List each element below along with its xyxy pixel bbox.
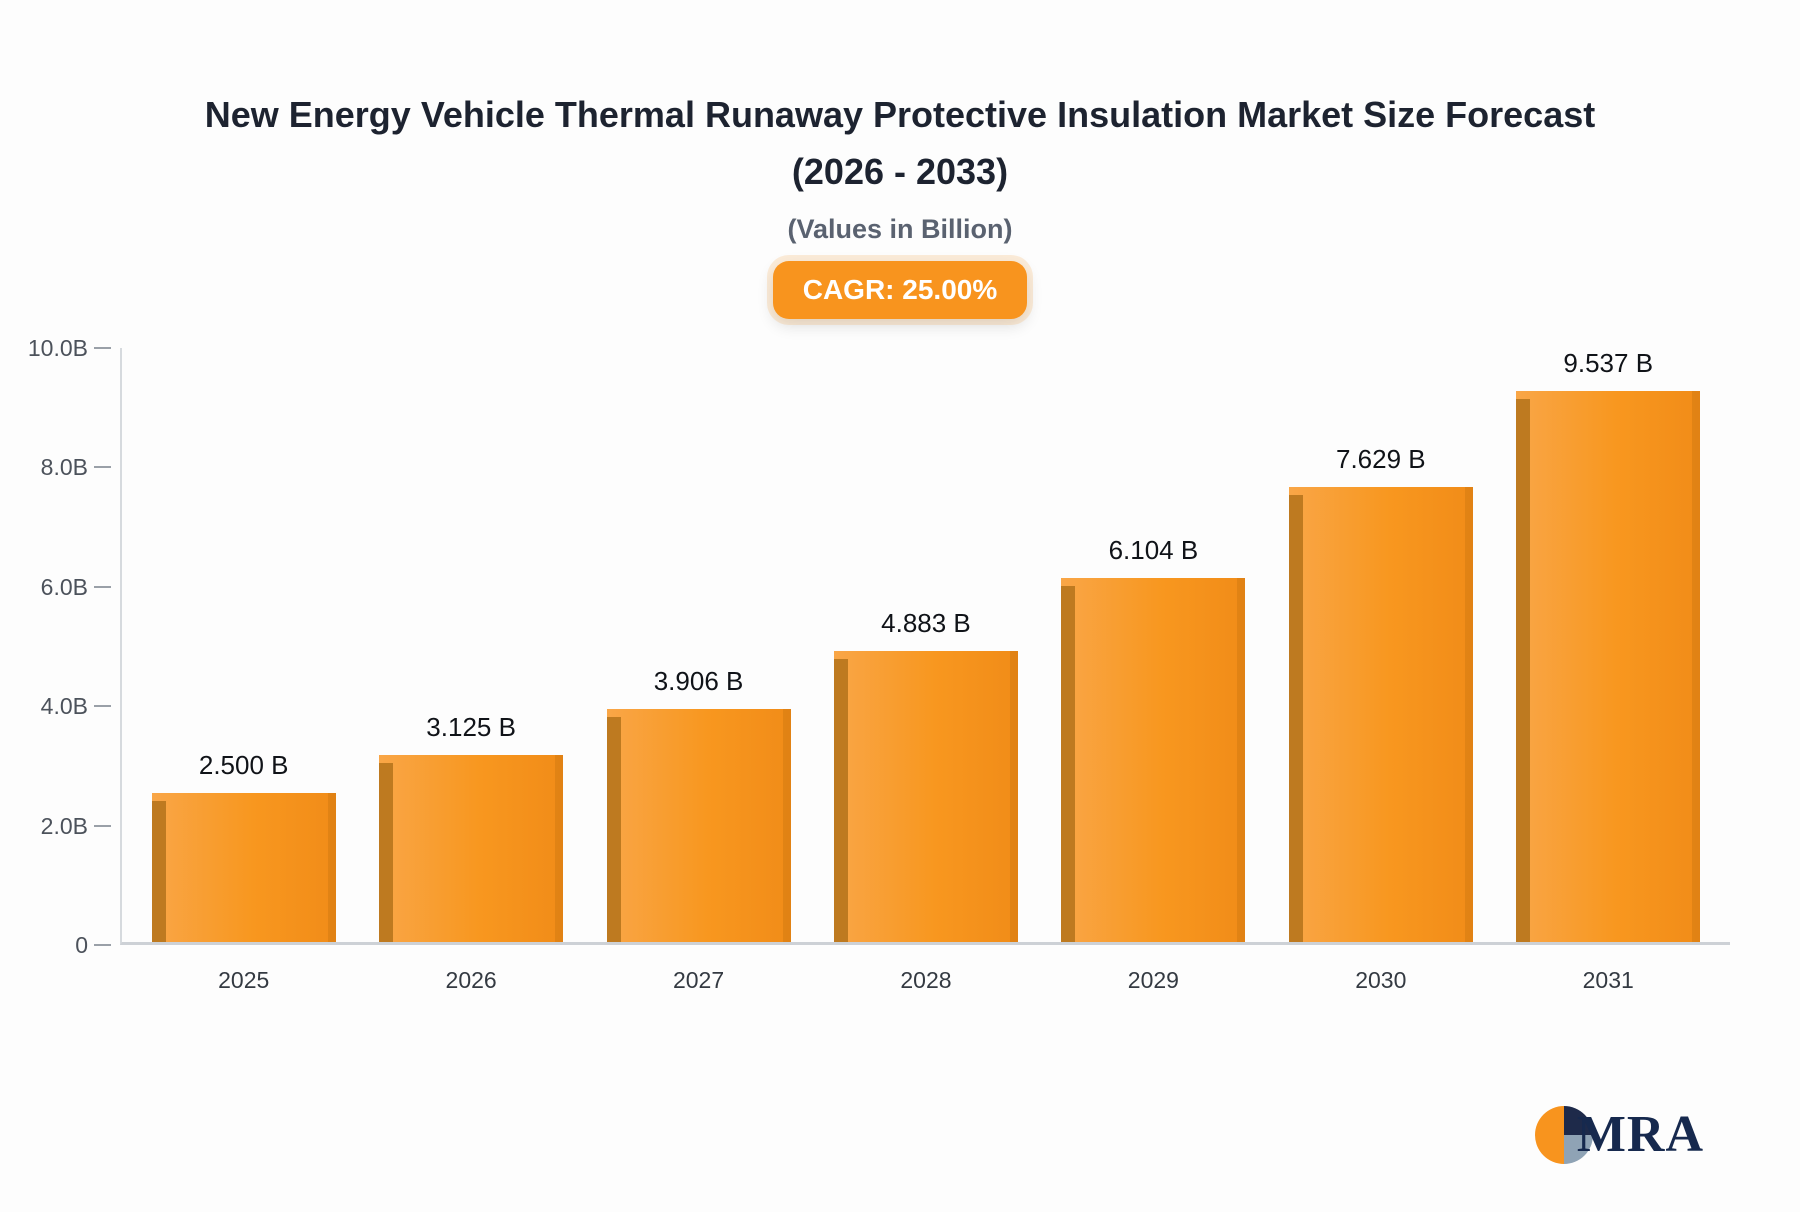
y-tick-label: 4.0B [40, 693, 88, 720]
x-axis-label: 2031 [1582, 967, 1634, 993]
bar-value-label: 4.883 B [881, 607, 971, 638]
plot-area: 10.0B 8.0B 6.0B 4.0B 2.0B 0 2.500 B 2025 3.125 … [28, 335, 1730, 993]
bar-group: 6.104 B 2029 [1055, 348, 1251, 993]
chart-title-line2: (2026 - 2033) [791, 150, 1009, 192]
y-tick-mark [94, 347, 111, 349]
bar-group: 9.537 B 2031 [1510, 348, 1706, 993]
chart-header: New Energy Vehicle Thermal Runaway Prote… [0, 0, 1800, 319]
bar [1061, 577, 1246, 943]
bars: 2.500 B 2025 3.125 B 2026 3.906 B 2027 4.883 B… [122, 348, 1730, 993]
bar-group: 7.629 B 2030 [1283, 348, 1479, 993]
chart-title-line1: New Energy Vehicle Thermal Runaway Prote… [204, 94, 1596, 135]
bar-value-label: 7.629 B [1335, 443, 1426, 474]
bar [606, 708, 791, 943]
y-tick-mark [94, 824, 111, 827]
y-tick-label: 8.0B [40, 454, 88, 481]
x-axis-label: 2025 [218, 967, 270, 993]
bar-value-label: 9.537 B [1563, 348, 1654, 378]
bar [151, 792, 336, 943]
y-tick-mark [94, 466, 111, 469]
x-axis-label: 2029 [1127, 967, 1179, 993]
bar-group: 3.906 B 2027 [601, 348, 797, 993]
bar-value-label: 3.125 B [426, 712, 516, 743]
y-tick-mark [94, 944, 111, 946]
bar-value-label: 2.500 B [198, 749, 289, 780]
chart-subtitle: (Values in Billion) [787, 213, 1013, 244]
x-axis-label: 2027 [672, 967, 725, 993]
x-axis-label: 2026 [445, 967, 497, 993]
cagr-badge: CAGR: 25.00% [772, 260, 1028, 319]
bar [1516, 391, 1701, 942]
bar-value-label: 3.906 B [653, 665, 744, 696]
y-tick-mark [94, 585, 111, 588]
brand-logo-text: MRA [1576, 1106, 1704, 1163]
x-axis-label: 2030 [1355, 967, 1407, 993]
x-axis-label: 2028 [900, 967, 952, 993]
y-tick-label: 10.0B [27, 335, 88, 361]
bar-group: 2.500 B 2025 [146, 348, 342, 993]
bar [1288, 486, 1473, 943]
brand-logo: MRA [1534, 1105, 1704, 1164]
y-tick-mark [94, 705, 111, 708]
bar-value-label: 6.104 B [1108, 534, 1199, 565]
bar-group: 3.125 B 2026 [373, 348, 569, 993]
bar [379, 755, 564, 942]
brand-logo-icon [1534, 1105, 1593, 1164]
bar-group: 4.883 B 2028 [828, 348, 1024, 993]
y-tick-label: 0 [75, 932, 88, 958]
y-tick-label: 6.0B [40, 573, 88, 600]
bar [833, 650, 1018, 942]
y-tick-label: 2.0B [40, 812, 88, 839]
